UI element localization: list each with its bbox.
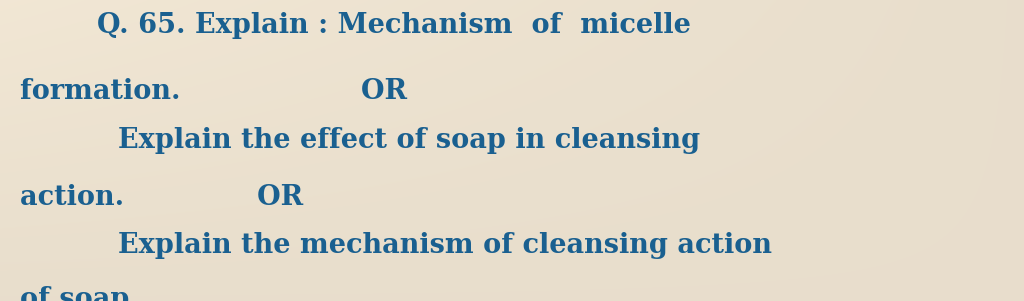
Text: Explain the mechanism of cleansing action: Explain the mechanism of cleansing actio… xyxy=(118,232,772,259)
Text: formation.                   OR: formation. OR xyxy=(20,78,408,105)
Text: action.              OR: action. OR xyxy=(20,184,303,211)
Text: Q. 65. Explain : Mechanism  of  micelle: Q. 65. Explain : Mechanism of micelle xyxy=(97,12,691,39)
Text: Explain the effect of soap in cleansing: Explain the effect of soap in cleansing xyxy=(118,126,699,154)
Text: of soap.: of soap. xyxy=(20,286,139,301)
